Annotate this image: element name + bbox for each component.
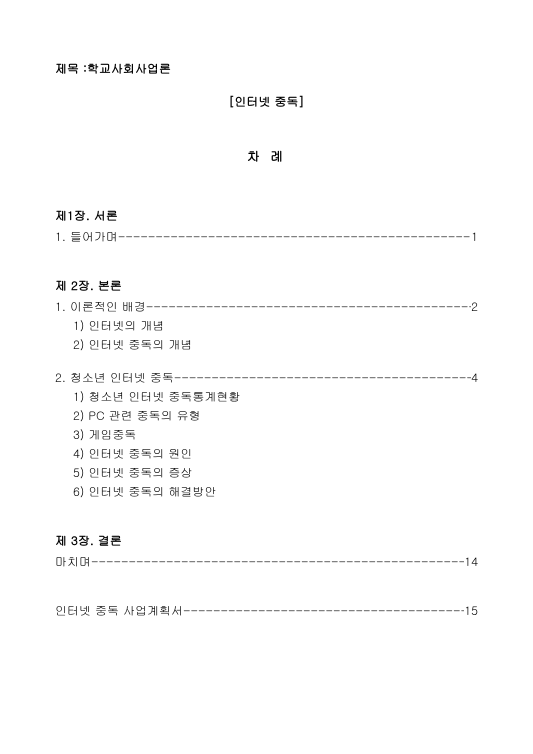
- toc-item-text: 마치며: [55, 553, 91, 570]
- toc-dashes: ----------------------------------------…: [146, 298, 471, 315]
- toc-dashes: ----------------------------------------…: [183, 602, 464, 619]
- toc-item-text: 인터넷 중독 사업계획서: [55, 602, 183, 619]
- toc-page-number: 15: [464, 602, 478, 619]
- toc-sub-item: 2) 인터넷 중독의 개념: [55, 336, 478, 353]
- toc-dashes: ----------------------------------------…: [174, 369, 471, 386]
- toc-page-number: 14: [464, 553, 478, 570]
- toc-item-text: 1. 들어가며: [55, 228, 118, 245]
- toc-line: 1. 이론적인 배경 -----------------------------…: [55, 298, 478, 315]
- document-title: 제목 :학교사회사업론: [55, 60, 478, 77]
- toc-line: 인터넷 중독 사업계획서 ---------------------------…: [55, 602, 478, 619]
- toc-dashes: ----------------------------------------…: [91, 553, 464, 570]
- toc-heading: 차 례: [55, 146, 478, 165]
- title-prefix: 제목 :: [55, 60, 87, 77]
- toc-page-number: 2: [471, 298, 478, 315]
- toc-sub-item: 1) 인터넷의 개념: [55, 317, 478, 334]
- toc-sub-item: 2) PC 관련 중독의 유형: [55, 407, 478, 424]
- toc-sub-item: 3) 게임중독: [55, 426, 478, 443]
- document-subtitle: [인터넷 중독]: [55, 93, 478, 110]
- toc-page-number: 4: [471, 369, 478, 386]
- chapter-2-heading: 제 2장. 본론: [55, 277, 478, 294]
- toc-sub-item: 1) 청소년 인터넷 중독통계현황: [55, 388, 478, 405]
- toc-page-number: 1: [471, 228, 478, 245]
- chapter-3-heading: 제 3장. 결론: [55, 532, 478, 549]
- toc-sub-item: 6) 인터넷 중독의 해결방안: [55, 483, 478, 500]
- toc-item-text: 2. 청소년 인터넷 중독: [55, 369, 174, 386]
- title-text: 학교사회사업론: [87, 60, 171, 77]
- toc-line: 2. 청소년 인터넷 중독 --------------------------…: [55, 369, 478, 386]
- toc-dashes: ----------------------------------------…: [118, 228, 471, 245]
- toc-sub-item: 4) 인터넷 중독의 원인: [55, 445, 478, 462]
- toc-line: 마치며 ------------------------------------…: [55, 553, 478, 570]
- toc-sub-item: 5) 인터넷 중독의 증상: [55, 464, 478, 481]
- toc-line: 1. 들어가며 --------------------------------…: [55, 228, 478, 245]
- chapter-1-heading: 제1장. 서론: [55, 207, 478, 224]
- toc-item-text: 1. 이론적인 배경: [55, 298, 146, 315]
